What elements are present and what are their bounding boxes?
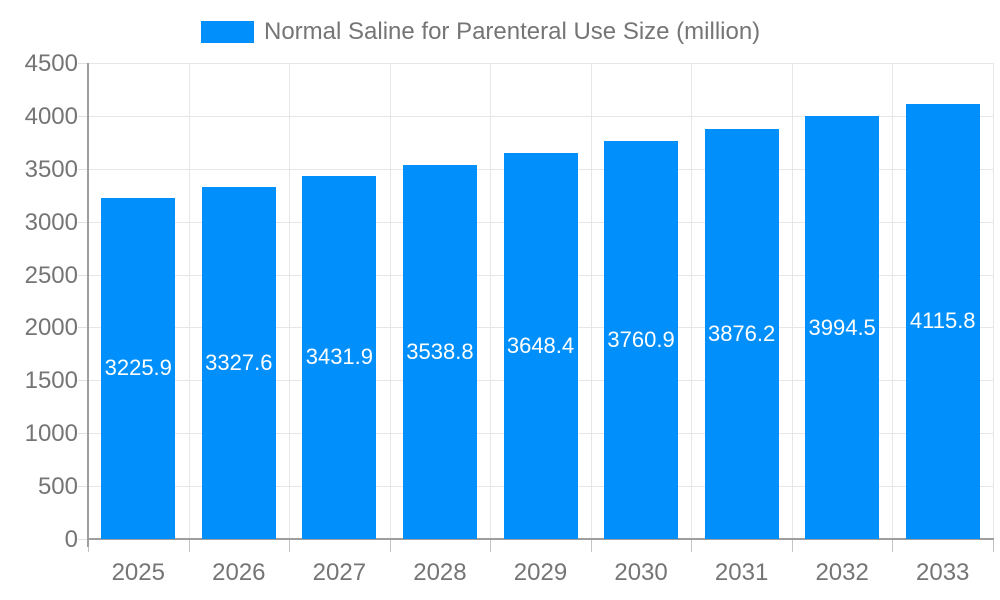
gridline-vertical [791,63,793,539]
bar-value-label: 3327.6 [205,350,273,375]
gridline-vertical [188,63,190,539]
x-axis-tick [691,540,693,552]
x-axis-tick [490,540,492,552]
gridline-vertical [289,63,291,539]
x-axis-tick [892,540,894,552]
bar-value-label: 3760.9 [607,327,675,353]
bar [302,175,377,539]
x-axis-label: 2025 [111,559,165,586]
bar-value-label: 3994.5 [808,314,876,340]
x-axis-tick [791,540,793,552]
bar-value-label: 3225.9 [104,355,172,381]
y-axis-label: 500 [37,473,78,501]
y-axis-tick [78,433,88,435]
legend-swatch [201,21,254,43]
y-axis-label: 2000 [24,314,78,342]
gridline-vertical [993,63,994,539]
x-axis-tick [188,540,190,552]
x-axis-line [87,538,994,540]
x-axis-tick [289,540,291,552]
y-axis-line [87,63,89,547]
y-axis-label: 4000 [24,102,78,130]
bar [604,141,679,539]
y-axis-tick [78,168,88,170]
bar-value-label: 3538.8 [406,338,474,364]
x-axis-tick [590,540,592,552]
bar [101,197,176,539]
y-axis-label: 1500 [24,367,78,395]
x-axis-label: 2026 [212,559,266,586]
gridline-vertical [389,63,391,539]
y-axis-tick [78,63,88,64]
y-axis-label: 3000 [24,208,78,236]
bar-value-label: 4115.8 [909,308,976,334]
y-axis-tick [78,327,88,329]
x-axis-label: 2029 [513,559,568,586]
gridline-vertical [691,63,693,539]
x-axis-label: 2028 [413,559,467,586]
y-axis-tick [78,539,88,540]
bar [704,128,779,539]
gridline-vertical [892,63,894,539]
bar-value-label: 3648.4 [506,333,575,359]
y-axis-tick [78,380,88,382]
x-axis-label: 2030 [614,559,668,586]
y-axis-tick [78,115,88,117]
legend-label: Normal Saline for Parenteral Use Size (m… [264,18,761,45]
y-axis-label: 1000 [24,420,78,448]
y-axis-tick [78,274,88,276]
y-axis-label: 4500 [24,50,78,77]
bar [503,153,578,539]
x-axis-tick [993,540,994,552]
bar [402,164,477,539]
bar [201,187,276,539]
y-axis-label: 2500 [24,261,78,289]
gridline-horizontal [88,115,993,117]
x-axis-label: 2031 [714,559,769,586]
x-axis-label: 2033 [916,559,970,586]
gridline-vertical [590,63,592,539]
y-axis-tick [78,486,88,488]
bar [805,116,880,539]
x-axis-label: 2032 [815,559,869,586]
y-axis-label: 0 [64,526,78,553]
legend: Normal Saline for Parenteral Use Size (m… [201,18,761,45]
y-axis-tick [78,221,88,223]
x-axis-label: 2027 [312,559,367,586]
bar-value-label: 3876.2 [707,320,776,346]
x-axis-tick [389,540,391,552]
gridline-vertical [490,63,492,539]
y-axis-label: 3500 [24,155,78,183]
bar [905,103,980,539]
gridline-horizontal [88,63,993,64]
bar-value-label: 3431.9 [305,344,374,370]
